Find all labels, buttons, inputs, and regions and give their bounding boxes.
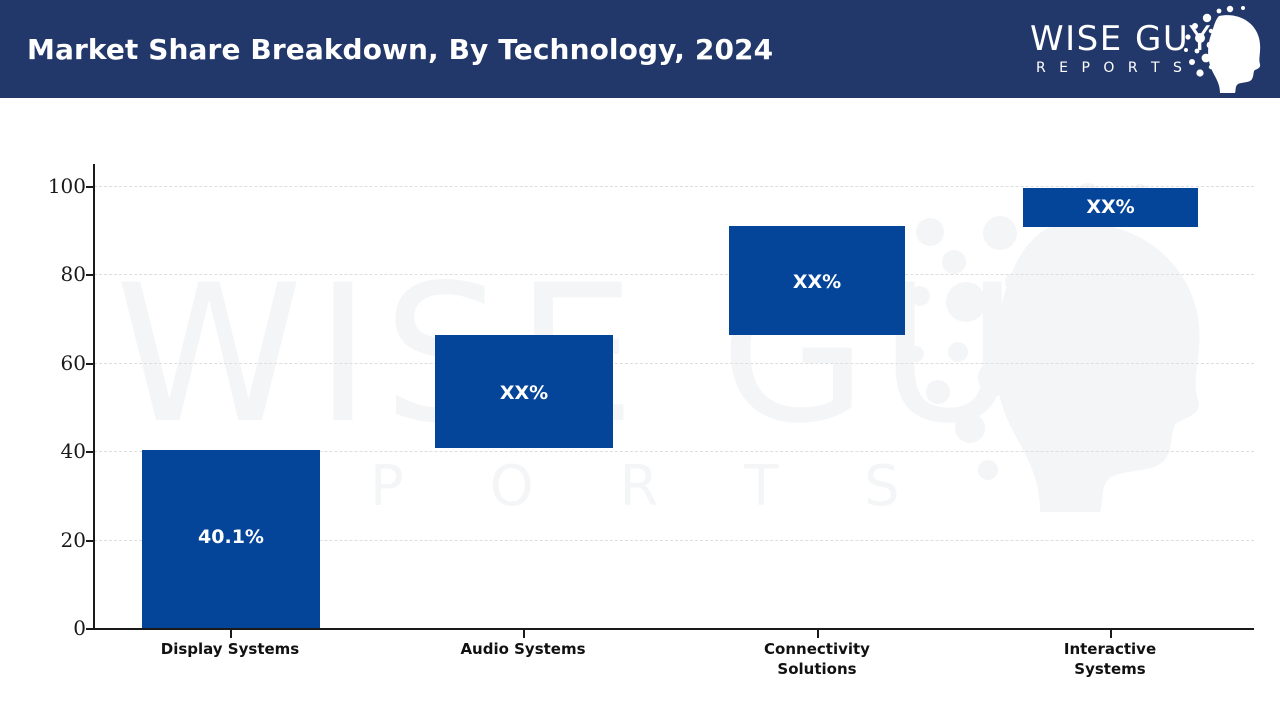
logo-head-icon [1184, 5, 1261, 94]
gridline-40 [94, 451, 1254, 452]
x-axis-label-interactive-systems: Interactive Systems [1063, 640, 1157, 678]
y-tick-mark-20 [86, 540, 94, 542]
x-tick-mark-3 [817, 629, 819, 638]
x-tick-mark-4 [1110, 629, 1112, 638]
bar-label-connectivity-solutions: XX% [792, 271, 842, 293]
logo-svg: WISE GUY R E P O R T S [1030, 5, 1261, 94]
gridline-20 [94, 540, 1254, 541]
y-tick-label-100: 100 [47, 174, 86, 198]
y-tick-label-60: 60 [60, 351, 86, 375]
x-axis-label-audio-systems: Audio Systems [460, 640, 586, 658]
page-header: Market Share Breakdown, By Technology, 2… [0, 0, 1280, 98]
bar-display-systems[interactable] [142, 450, 320, 628]
x-tick-mark-2 [523, 629, 525, 638]
y-tick-label-80: 80 [60, 262, 86, 286]
x-axis-line [94, 628, 1254, 630]
x-tick-mark-1 [230, 629, 232, 638]
x-axis-label-connectivity-solutions: Connectivity Solutions [764, 640, 870, 678]
bar-label-interactive-systems: XX% [1086, 196, 1135, 218]
bar-connectivity-solutions[interactable] [729, 226, 905, 335]
wise-guy-reports-logo: WISE GUY R E P O R T S [1014, 4, 1274, 96]
gridline-80 [94, 274, 1254, 275]
page-title: Market Share Breakdown, By Technology, 2… [27, 32, 774, 66]
y-tick-mark-40 [86, 451, 94, 453]
x-axis-label-display-systems: Display Systems [160, 640, 300, 658]
y-axis-line [93, 164, 95, 629]
bar-label-display-systems: 40.1% [198, 526, 264, 548]
gridline-60 [94, 363, 1254, 364]
y-tick-label-0: 0 [73, 616, 86, 640]
y-tick-mark-60 [86, 363, 94, 365]
y-tick-label-20: 20 [60, 528, 86, 552]
bar-label-audio-systems: XX% [499, 382, 549, 404]
gridline-100 [94, 186, 1254, 187]
y-tick-mark-100 [86, 186, 94, 188]
logo-wordmark-secondary: R E P O R T S [1036, 60, 1186, 76]
y-tick-label-40: 40 [60, 439, 86, 463]
bar-audio-systems[interactable] [435, 335, 613, 448]
y-tick-mark-80 [86, 274, 94, 276]
logo-wordmark-primary: WISE GUY [1030, 19, 1212, 59]
y-tick-mark-0 [86, 628, 94, 630]
